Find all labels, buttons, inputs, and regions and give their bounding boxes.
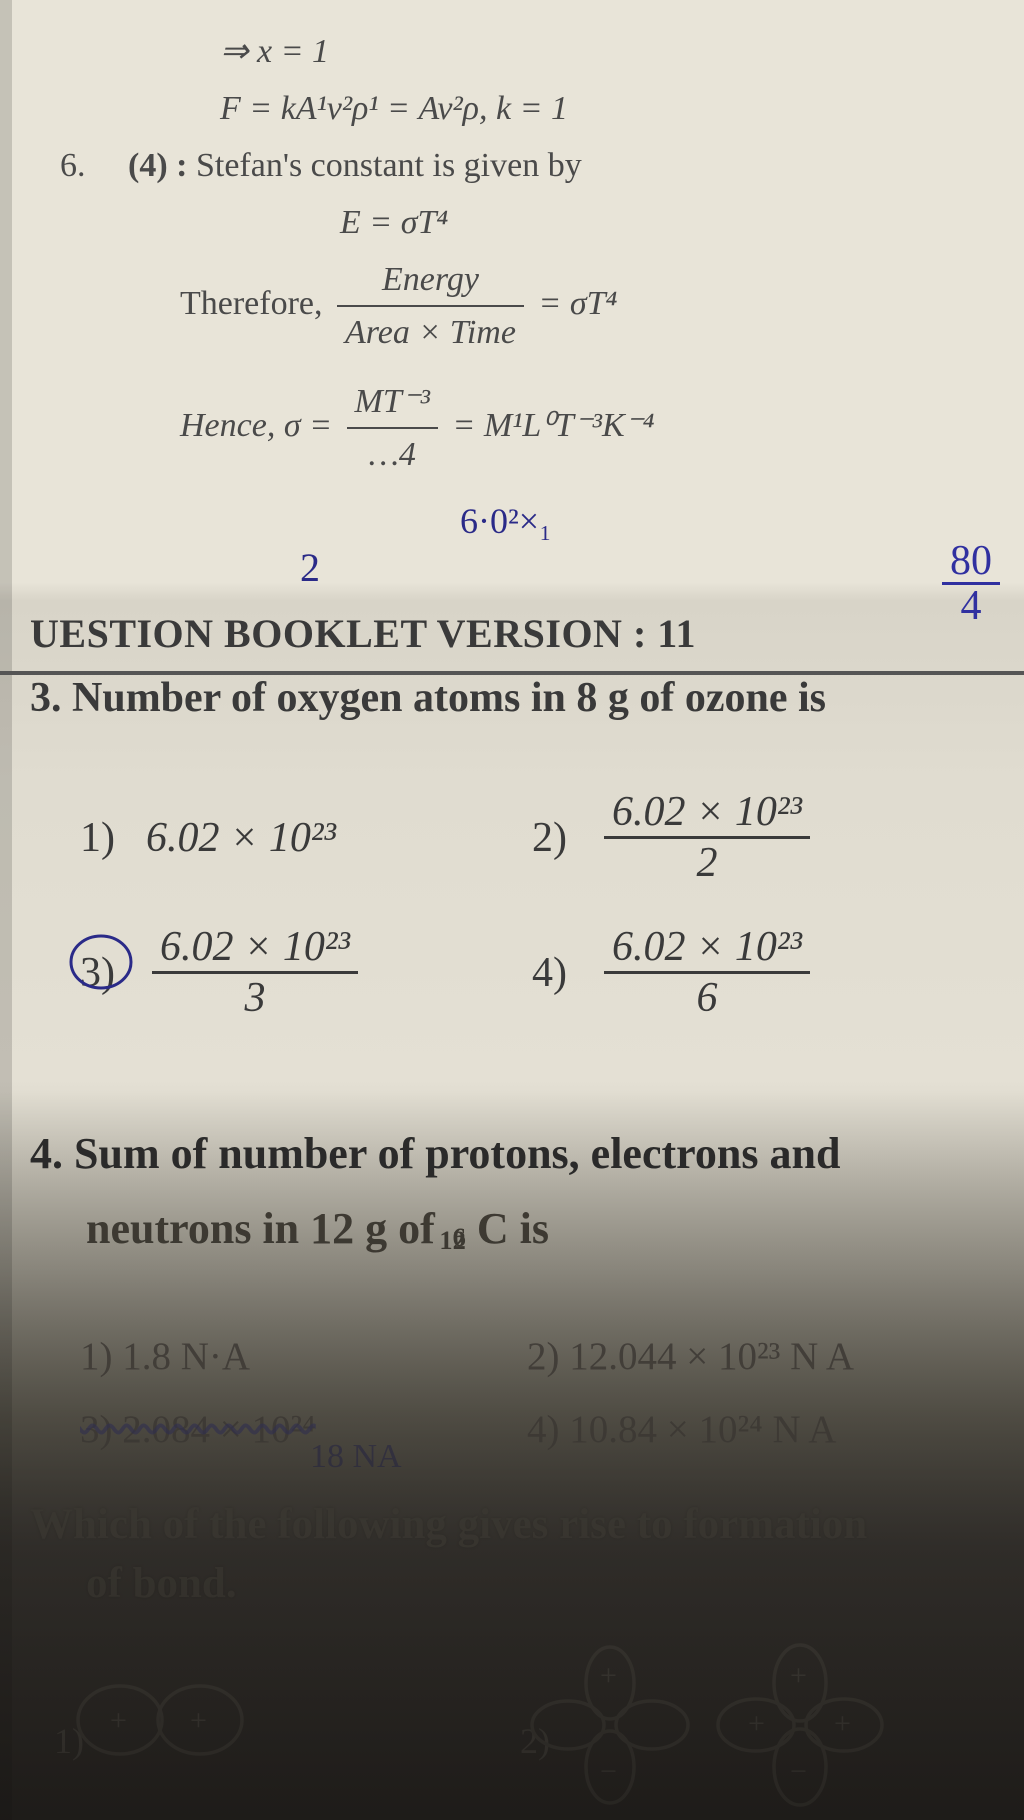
handwritten-fraction-top: 80 bbox=[942, 540, 1000, 585]
q4-text-2a: neutrons in 12 g of bbox=[86, 1204, 446, 1253]
q5-line1: Which of the following gives rise to for… bbox=[30, 1500, 994, 1549]
handwritten-circle-icon bbox=[66, 927, 136, 997]
svg-text:+: + bbox=[190, 1704, 207, 1737]
hence-line: Hence, σ = MT⁻³ …4 = M¹L⁰T⁻³K⁻⁴ bbox=[60, 376, 984, 480]
option-denominator: 6 bbox=[604, 974, 810, 1022]
q4-option-3: 3) 2.084 × 10²⁴ bbox=[80, 1393, 527, 1466]
q3-options: 1) 6.02 × 10²³ 2) 6.02 × 10²³ 2 3) 6.02 … bbox=[0, 770, 1024, 1040]
option-denominator: 3 bbox=[152, 974, 358, 1022]
option-fraction: 6.02 × 10²³ 3 bbox=[152, 923, 358, 1022]
question-3: 3. Number of oxygen atoms in 8 g of ozon… bbox=[0, 664, 1024, 722]
option-tag: 2) bbox=[532, 814, 584, 862]
q3-text: Number of oxygen atoms in 8 g of ozone i… bbox=[72, 675, 826, 721]
svg-text:+: + bbox=[600, 1659, 617, 1692]
energy-ratio-fraction: Energy Area × Time bbox=[337, 254, 524, 358]
handwritten-scratch-2: 2 bbox=[300, 544, 320, 591]
f-equation-line: F = kA¹v²ρ¹ = Av²ρ, k = 1 bbox=[60, 83, 984, 134]
q4-line1: 4. Sum of number of protons, electrons a… bbox=[30, 1128, 994, 1179]
fraction-denominator: Area × Time bbox=[337, 307, 524, 358]
q6-line: 6. (4) : Stefan's constant is given by bbox=[60, 140, 984, 191]
handwritten-note-18na: 18 NA bbox=[310, 1438, 402, 1476]
svg-text:−: − bbox=[790, 1755, 807, 1788]
question-5: Which of the following gives rise to for… bbox=[0, 1500, 1024, 1608]
option-numerator: 6.02 × 10²³ bbox=[604, 923, 810, 974]
option-numerator: 6.02 × 10²³ bbox=[152, 923, 358, 974]
q4-line2: neutrons in 12 g of 12 6 C is bbox=[30, 1203, 994, 1254]
sigma-rhs: = M¹L⁰T⁻³K⁻⁴ bbox=[452, 407, 654, 444]
therefore-line: Therefore, Energy Area × Time = σT⁴ bbox=[60, 254, 984, 358]
e-sigma-t4-line: E = σT⁴ bbox=[60, 197, 984, 248]
option-fraction: 6.02 × 10²³ 2 bbox=[604, 788, 810, 887]
q4-options: 1) 1.8 N·A 2) 12.044 × 10²³ N A 3) 2.084… bbox=[0, 1320, 1024, 1466]
svg-text:+: + bbox=[834, 1707, 851, 1740]
q4-text-2c: C is bbox=[477, 1204, 549, 1253]
q4-text-1: Sum of number of protons, electrons and bbox=[74, 1129, 840, 1178]
svg-text:+: + bbox=[790, 1659, 807, 1692]
page: ⇒ x = 1 F = kA¹v²ρ¹ = Av²ρ, k = 1 6. (4)… bbox=[0, 0, 1024, 1820]
handwritten-scratch-1: 6·0²×₁ bbox=[460, 500, 552, 542]
q4-number: 4. bbox=[30, 1129, 63, 1178]
svg-text:+: + bbox=[110, 1704, 127, 1737]
atomic-number: 6 bbox=[453, 1222, 466, 1253]
svg-text:+: + bbox=[748, 1707, 765, 1740]
orbital-diagrams: + + + − + + + − bbox=[0, 1640, 1024, 1810]
q3-option-2: 2) 6.02 × 10²³ 2 bbox=[532, 770, 984, 905]
q4-option-4: 4) 10.84 × 10²⁴ N A bbox=[527, 1393, 974, 1466]
q5-line2: of bond. bbox=[30, 1559, 994, 1608]
option-denominator: 2 bbox=[604, 839, 810, 887]
option-fraction: 6.02 × 10²³ 6 bbox=[604, 923, 810, 1022]
fraction-numerator: Energy bbox=[337, 254, 524, 307]
q3-option-4: 4) 6.02 × 10²³ 6 bbox=[532, 905, 984, 1040]
equals-sigma-t4: = σT⁴ bbox=[538, 285, 617, 322]
q6-text: Stefan's constant is given by bbox=[196, 147, 582, 184]
sigma-fraction: MT⁻³ …4 bbox=[347, 376, 438, 480]
q3-option-3: 3) 6.02 × 10²³ 3 bbox=[80, 905, 532, 1040]
orbital-diagram-2: + − + + + − bbox=[520, 1640, 920, 1810]
sigma-numerator: MT⁻³ bbox=[347, 376, 438, 429]
top-derivation-block: ⇒ x = 1 F = kA¹v²ρ¹ = Av²ρ, k = 1 6. (4)… bbox=[0, 0, 1024, 506]
q6-answer-tag: (4) : bbox=[128, 147, 187, 184]
q4-option-1: 1) 1.8 N·A bbox=[80, 1320, 527, 1393]
q6-number: 6. bbox=[60, 147, 86, 184]
q3-number: 3. bbox=[30, 675, 62, 721]
orbital-diagram-1: + + bbox=[60, 1640, 260, 1800]
option-value: 6.02 × 10²³ bbox=[146, 814, 336, 862]
q4-option-2: 2) 12.044 × 10²³ N A bbox=[527, 1320, 974, 1393]
q3-option-1: 1) 6.02 × 10²³ bbox=[80, 770, 532, 905]
option-tag: 4) bbox=[532, 949, 584, 997]
hence-label: Hence, σ = bbox=[180, 407, 332, 444]
q4-options-row1: 1) 1.8 N·A 2) 12.044 × 10²³ N A bbox=[80, 1320, 974, 1393]
svg-text:−: − bbox=[600, 1755, 617, 1788]
option-tag: 1) bbox=[80, 814, 132, 862]
option-numerator: 6.02 × 10²³ bbox=[604, 788, 810, 839]
q4-options-row2: 3) 2.084 × 10²⁴ 4) 10.84 × 10²⁴ N A bbox=[80, 1393, 974, 1466]
sigma-denom: …4 bbox=[347, 429, 438, 480]
x-equals-1-line: ⇒ x = 1 bbox=[60, 26, 984, 77]
therefore-label: Therefore, bbox=[180, 285, 323, 322]
question-4: 4. Sum of number of protons, electrons a… bbox=[0, 1128, 1024, 1254]
